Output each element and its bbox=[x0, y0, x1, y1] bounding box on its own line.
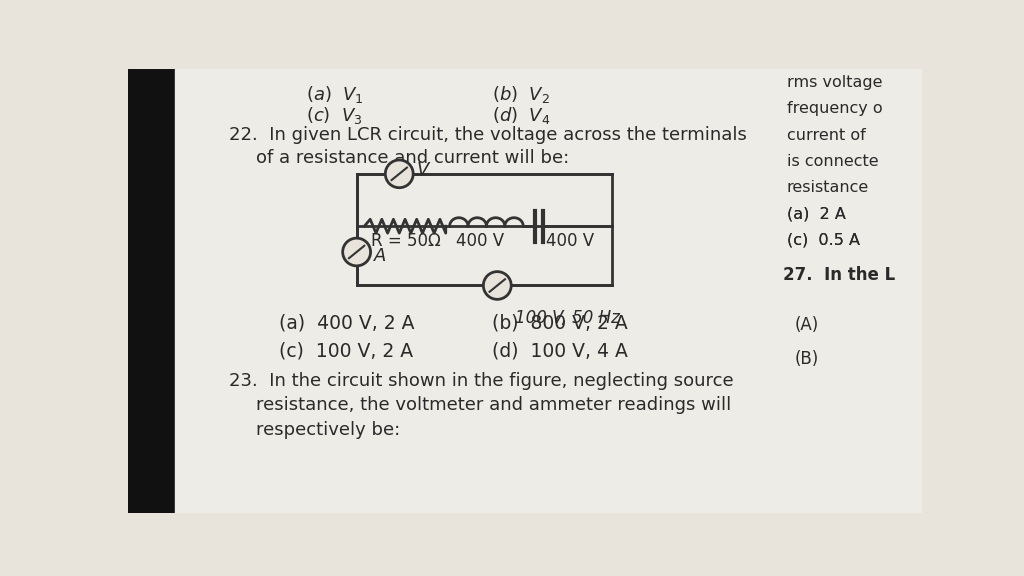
Text: (c)  0.5 A: (c) 0.5 A bbox=[786, 232, 860, 247]
Text: $(c)$  $V_3$: $(c)$ $V_3$ bbox=[306, 104, 362, 126]
Text: 27.  In the L: 27. In the L bbox=[783, 266, 895, 285]
Text: V: V bbox=[417, 161, 429, 179]
Text: (a)  400 V, 2 A: (a) 400 V, 2 A bbox=[280, 314, 415, 333]
Text: 400 V: 400 V bbox=[547, 232, 595, 251]
Text: current of: current of bbox=[786, 128, 865, 143]
Text: (d)  100 V, 4 A: (d) 100 V, 4 A bbox=[493, 342, 628, 361]
Circle shape bbox=[385, 160, 414, 188]
Text: (A): (A) bbox=[795, 316, 819, 334]
Circle shape bbox=[483, 272, 511, 300]
Text: 23.  In the circuit shown in the figure, neglecting source: 23. In the circuit shown in the figure, … bbox=[228, 372, 733, 390]
Text: (B): (B) bbox=[795, 350, 819, 368]
Text: (b)  800 V, 2 A: (b) 800 V, 2 A bbox=[493, 314, 628, 333]
Text: (c)  100 V, 2 A: (c) 100 V, 2 A bbox=[280, 342, 414, 361]
Text: A: A bbox=[375, 247, 387, 265]
Text: rms voltage: rms voltage bbox=[786, 75, 883, 90]
Text: of a resistance and current will be:: of a resistance and current will be: bbox=[256, 149, 569, 167]
Text: $(d)$  $V_4$: $(d)$ $V_4$ bbox=[493, 104, 551, 126]
Text: (a)  2 A: (a) 2 A bbox=[786, 206, 846, 221]
Text: 100 V, 50 Hz: 100 V, 50 Hz bbox=[515, 309, 620, 327]
Text: respectively be:: respectively be: bbox=[256, 421, 400, 439]
Text: (c)  0.5 A: (c) 0.5 A bbox=[786, 232, 860, 247]
Text: $(a)$  $V_1$: $(a)$ $V_1$ bbox=[306, 84, 364, 105]
Text: $(b)$  $V_2$: $(b)$ $V_2$ bbox=[493, 84, 550, 105]
Text: R = 50Ω: R = 50Ω bbox=[371, 232, 440, 251]
Text: resistance, the voltmeter and ammeter readings will: resistance, the voltmeter and ammeter re… bbox=[256, 396, 731, 414]
Text: 400 V: 400 V bbox=[456, 232, 504, 251]
Text: resistance: resistance bbox=[786, 180, 869, 195]
Polygon shape bbox=[128, 69, 206, 513]
Text: (a)  2 A: (a) 2 A bbox=[786, 206, 846, 221]
Text: is connecte: is connecte bbox=[786, 154, 879, 169]
Circle shape bbox=[343, 238, 371, 266]
Text: 22.  In given LCR circuit, the voltage across the terminals: 22. In given LCR circuit, the voltage ac… bbox=[228, 126, 746, 144]
Text: frequency o: frequency o bbox=[786, 101, 883, 116]
